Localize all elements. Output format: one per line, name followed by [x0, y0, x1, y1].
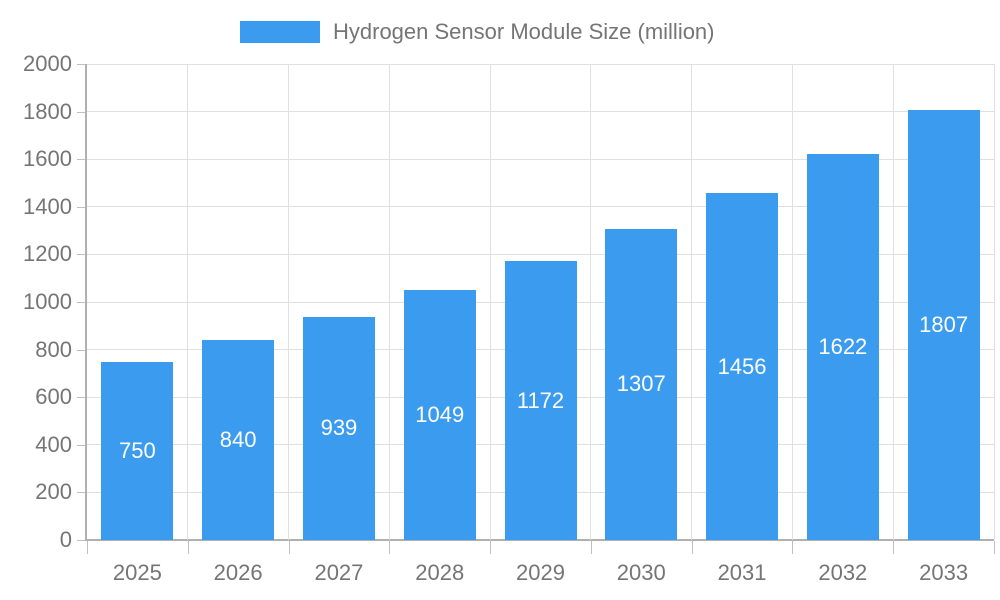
x-axis-tick	[389, 541, 391, 554]
gridline-h	[87, 206, 994, 208]
x-axis-tick-label: 2025	[112, 560, 162, 585]
x-axis-tick	[187, 541, 189, 554]
y-axis-tick	[77, 349, 85, 351]
bar-value-label: 1622	[818, 333, 868, 359]
bar[interactable]: 1622	[806, 153, 879, 540]
bar[interactable]: 840	[202, 340, 275, 540]
gridline-v	[187, 64, 189, 540]
x-axis-tick-label: 2028	[415, 560, 465, 585]
gridline-v	[288, 64, 290, 540]
gridline-h	[87, 63, 994, 65]
y-axis-tick-label: 400	[35, 431, 72, 457]
legend-swatch	[240, 21, 320, 43]
x-axis-tick	[288, 541, 290, 554]
y-axis-tick-label: 1200	[23, 241, 72, 267]
gridline-v	[590, 64, 592, 540]
y-axis-line	[85, 64, 87, 541]
bar-value-label: 1049	[415, 402, 465, 428]
x-axis-tick-label: 2030	[616, 560, 666, 585]
y-axis-tick-label: 1600	[23, 146, 72, 172]
y-axis-tick	[77, 206, 85, 208]
x-axis-tick	[590, 541, 592, 554]
gridline-v	[993, 64, 995, 540]
bar-value-label: 1456	[717, 353, 767, 379]
gridline-v	[791, 64, 793, 540]
bar[interactable]: 750	[101, 361, 174, 540]
gridline-h	[87, 253, 994, 255]
legend-label: Hydrogen Sensor Module Size (million)	[333, 19, 715, 44]
bar[interactable]: 1807	[907, 109, 980, 540]
x-axis-tick	[994, 541, 995, 554]
bar-value-label: 840	[219, 427, 257, 453]
bar-value-label: 1307	[616, 371, 666, 397]
y-axis-tick	[77, 254, 85, 256]
y-axis-tick	[77, 444, 85, 446]
gridline-v	[691, 64, 693, 540]
y-axis-tick	[77, 302, 85, 303]
gridline-v	[489, 64, 491, 540]
x-axis-tick-label: 2027	[314, 560, 364, 585]
y-axis-tick	[77, 492, 85, 494]
bar[interactable]: 1307	[605, 228, 678, 540]
y-axis-tick	[77, 540, 85, 541]
y-axis-tick-label: 200	[35, 479, 72, 505]
bar[interactable]: 1172	[504, 261, 577, 540]
x-axis-tick	[691, 541, 693, 554]
y-axis-tick	[77, 397, 85, 399]
x-axis-tick	[893, 541, 895, 554]
y-axis-tick-label: 2000	[23, 51, 72, 76]
x-axis-tick-label: 2033	[919, 560, 969, 585]
x-axis-line	[85, 539, 994, 541]
x-axis-tick-label: 2029	[516, 560, 565, 585]
gridline-v	[892, 64, 894, 540]
y-axis-tick-label: 1400	[23, 193, 72, 219]
gridline-h	[87, 158, 994, 160]
gridline-h	[87, 111, 994, 113]
y-axis-tick	[77, 64, 85, 65]
plot-area: 750 840 939 1049 1172 1307 1456 1622 1807	[87, 63, 995, 540]
bar-value-label: 750	[119, 437, 156, 463]
y-axis-tick-label: 1000	[23, 289, 72, 314]
y-axis-tick-label: 600	[35, 384, 72, 410]
y-axis-tick-label: 800	[35, 336, 72, 362]
x-axis-tick-label: 2031	[717, 560, 767, 585]
x-axis-tick	[490, 541, 492, 554]
bar[interactable]: 1456	[706, 193, 779, 540]
x-axis-tick	[87, 541, 88, 554]
x-axis-tick-label: 2032	[818, 560, 868, 585]
bar[interactable]: 1049	[403, 290, 476, 540]
bar-value-label: 1172	[516, 387, 565, 413]
legend[interactable]: Hydrogen Sensor Module Size (million)	[240, 21, 715, 43]
x-axis-tick-label: 2026	[213, 560, 263, 585]
x-axis-tick	[792, 541, 794, 554]
y-axis-tick	[77, 159, 85, 161]
bar[interactable]: 939	[302, 316, 375, 540]
y-axis-tick-label: 0	[59, 527, 72, 552]
bar-value-label: 1807	[919, 311, 969, 337]
y-axis-tick-label: 1800	[23, 98, 72, 124]
bar-value-label: 939	[320, 415, 358, 441]
y-axis-tick	[77, 111, 85, 113]
gridline-v	[388, 64, 390, 540]
